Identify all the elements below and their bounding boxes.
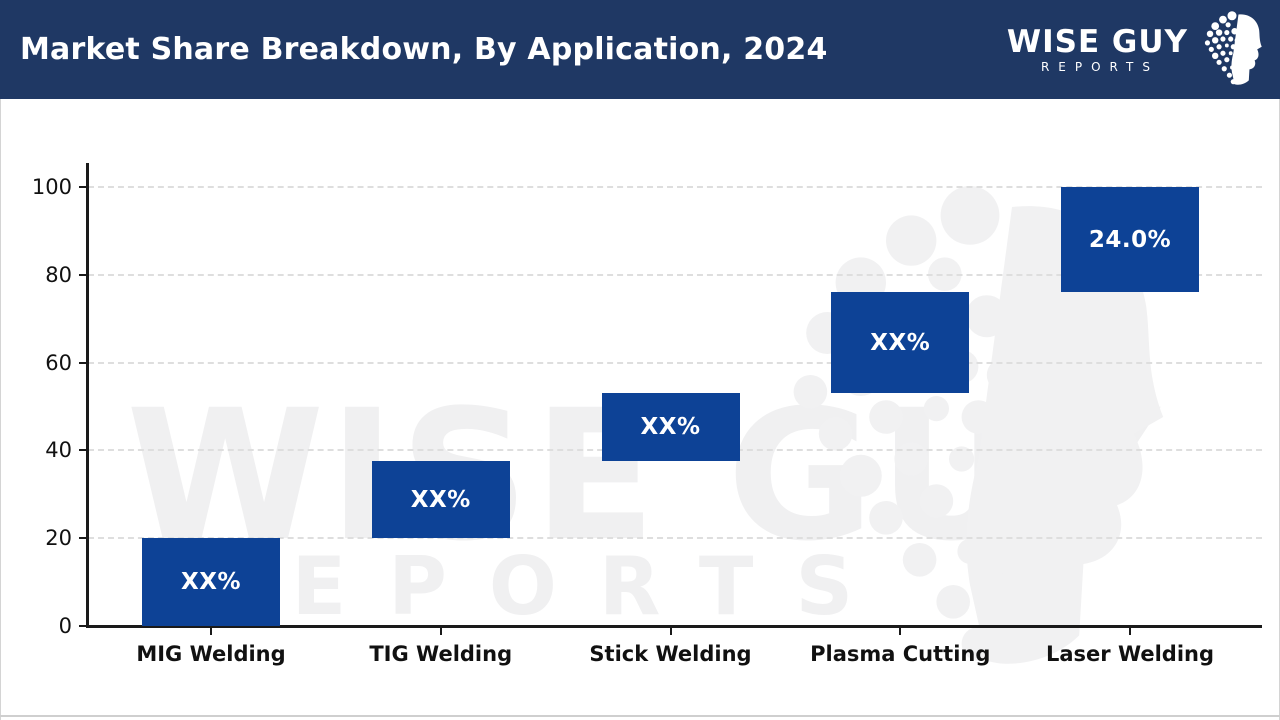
y-tick-80	[79, 273, 88, 276]
bar-value-label: 24.0%	[1088, 226, 1172, 253]
y-tick-label-80: 80	[45, 262, 72, 287]
bar-tig-welding: XX%	[371, 461, 510, 539]
footer-divider	[0, 715, 1280, 717]
y-tick-100	[79, 186, 88, 188]
x-axis-label-plasma-cutting: Plasma Cutting	[810, 642, 991, 666]
chart-title: Market Share Breakdown, By Application, …	[20, 32, 828, 67]
bar-value-label: XX%	[410, 486, 471, 513]
x-tick-laser-welding	[1129, 628, 1131, 635]
y-tick-20	[79, 537, 88, 540]
logo-text: WISE GUY REPORTS	[1006, 23, 1188, 74]
logo-subtitle: REPORTS	[1040, 59, 1159, 74]
x-axis-label-stick-welding: Stick Welding	[589, 642, 752, 666]
left-edge-line	[0, 99, 1, 720]
x-axis-line	[86, 625, 1262, 628]
wiseguy-logo: WISE GUY REPORTS	[1007, 0, 1268, 99]
gridline-80	[88, 273, 1262, 276]
x-axis-label-laser-welding: Laser Welding	[1045, 642, 1215, 666]
y-tick-label-20: 20	[45, 526, 72, 551]
watermark-subtitle: REPORTS	[188, 540, 896, 633]
bar-value-label: XX%	[180, 569, 241, 596]
bar-plasma-cutting: XX%	[831, 292, 970, 394]
y-tick-0	[79, 625, 88, 627]
bar-value-label: XX%	[640, 414, 701, 441]
y-tick-label-100: 100	[31, 175, 72, 199]
header: Market Share Breakdown, By Application, …	[0, 0, 1280, 99]
y-axis-line	[86, 163, 89, 628]
gridline-60	[88, 361, 1262, 364]
x-tick-tig-welding	[439, 628, 442, 635]
x-tick-stick-welding	[669, 628, 672, 635]
x-tick-mig-welding	[210, 628, 212, 635]
y-tick-60	[79, 361, 88, 364]
bar-mig-welding: XX%	[142, 538, 280, 626]
gridline-100	[88, 186, 1262, 188]
y-tick-40	[79, 449, 88, 452]
x-axis-label-mig-welding: MIG Welding	[136, 642, 286, 666]
face-profile-dots-icon	[1204, 10, 1262, 85]
x-tick-plasma-cutting	[899, 628, 902, 635]
y-tick-label-60: 60	[45, 350, 72, 375]
logo-wordmark: WISE GUY	[1006, 23, 1188, 60]
bar-laser-welding: 24.0%	[1061, 187, 1199, 293]
x-axis-label-tig-welding: TIG Welding	[369, 642, 513, 666]
y-tick-label-40: 40	[45, 438, 72, 463]
gridline-20	[88, 537, 1262, 540]
bar-value-label: XX%	[870, 329, 931, 356]
y-tick-label-0: 0	[58, 614, 72, 638]
plot-area: WISE GUY REPORTS 0 20 40 60 80 100 XX% MIG Weld…	[0, 99, 1280, 715]
bar-stick-welding: XX%	[601, 393, 740, 462]
